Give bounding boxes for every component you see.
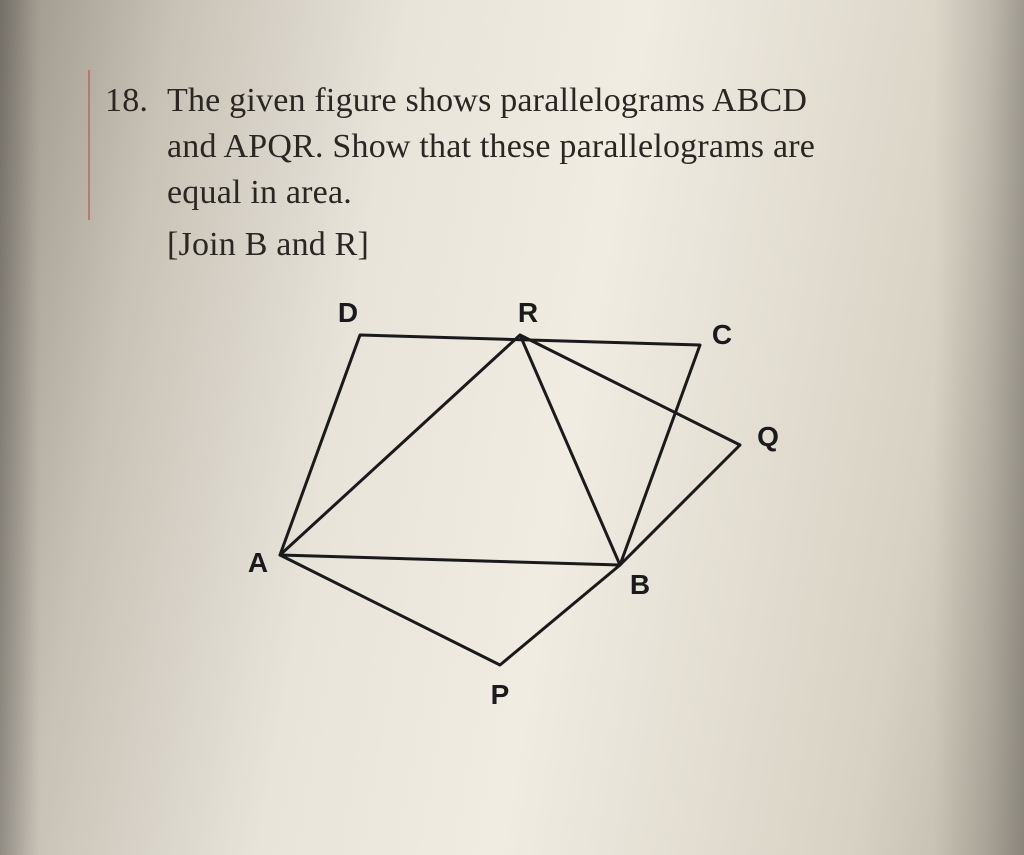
vertex-label-p: P <box>491 679 510 711</box>
geometry-figure: A B C D R Q P <box>240 285 800 725</box>
question-text-3: equal in area. <box>105 170 925 216</box>
vertex-label-q: Q <box>757 421 779 453</box>
question-line-1: 18.The given figure shows parallelograms… <box>105 78 925 124</box>
figure-edge <box>520 335 620 565</box>
figure-lines <box>280 335 740 665</box>
question-text-1: The given figure shows parallelograms AB… <box>167 82 807 119</box>
page: 18.The given figure shows parallelograms… <box>0 0 1024 855</box>
vertex-label-r: R <box>518 297 538 329</box>
vertex-label-a: A <box>248 547 268 579</box>
figure-edge <box>280 335 700 565</box>
figure-svg <box>240 285 800 725</box>
question-text-2: and APQR. Show that these parallelograms… <box>105 124 925 170</box>
question-block: 18.The given figure shows parallelograms… <box>105 78 925 268</box>
margin-rule <box>88 70 90 220</box>
vertex-label-b: B <box>630 569 650 601</box>
figure-edge <box>280 335 740 665</box>
page-shadow-left <box>0 0 40 855</box>
question-number: 18. <box>105 78 167 124</box>
question-hint: [Join B and R] <box>105 222 925 268</box>
vertex-label-d: D <box>338 297 358 329</box>
vertex-label-c: C <box>712 319 732 351</box>
page-shadow-right <box>934 0 1024 855</box>
